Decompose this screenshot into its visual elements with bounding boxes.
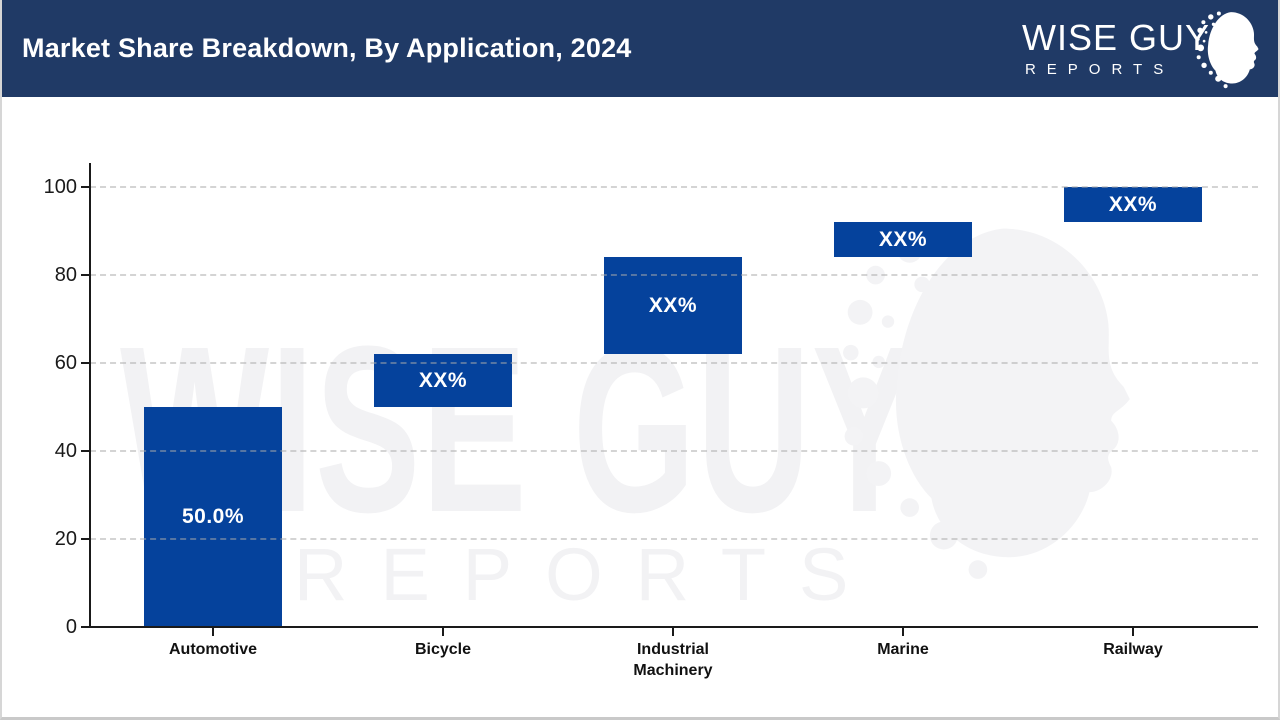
watermark-subtext: REPORTS [294, 533, 882, 616]
gridline [90, 362, 1258, 364]
bar: XX% [1064, 187, 1202, 223]
x-axis-category-label: Marine [877, 641, 929, 658]
x-tick-mark [672, 628, 674, 636]
x-axis-category-label: Automotive [169, 641, 257, 658]
x-axis-category-label: Industrial Machinery [633, 641, 713, 679]
y-tick-mark [81, 450, 90, 452]
x-tick-mark [902, 628, 904, 636]
bar: 50.0% [144, 407, 282, 627]
page-title: Market Share Breakdown, By Application, … [22, 33, 632, 63]
y-tick-mark [81, 274, 90, 276]
gridline [90, 538, 1258, 540]
x-axis-line [89, 626, 1258, 628]
y-tick-label: 60 [54, 352, 77, 374]
x-tick-mark [442, 628, 444, 636]
wise-guy-reports-logo: WISE GUY REPORTS [1022, 8, 1270, 89]
logo-wordmark: WISE GUY [1021, 16, 1210, 58]
y-tick-label: 0 [65, 616, 77, 638]
gridline [90, 186, 1258, 188]
y-tick-label: 80 [54, 264, 77, 286]
y-tick-mark [81, 538, 90, 540]
x-tick-mark [212, 628, 214, 636]
y-tick-label: 20 [54, 528, 77, 550]
gridline [90, 450, 1258, 452]
gridline [90, 274, 1258, 276]
y-tick-mark [81, 186, 90, 188]
x-axis-category-label: Bicycle [414, 641, 472, 658]
y-tick-mark [81, 626, 90, 628]
bar-value-label: XX% [1108, 192, 1158, 216]
x-axis-category-label: Railway [1103, 641, 1163, 658]
y-axis-line [89, 163, 91, 628]
bar-value-label: XX% [418, 368, 468, 392]
y-tick-label: 100 [43, 176, 77, 198]
bar-value-label: 50.0% [181, 505, 245, 528]
logo-text: WISE GUY REPORTS [1021, 16, 1210, 78]
header-bar: Market Share Breakdown, By Application, … [2, 0, 1278, 97]
bar-value-label: XX% [878, 227, 928, 251]
bar: XX% [604, 257, 742, 355]
bar: XX% [834, 222, 972, 258]
y-tick-mark [81, 362, 90, 364]
x-tick-mark [1132, 628, 1134, 636]
bar-value-label: XX% [648, 293, 698, 317]
watermark-face-icon [843, 225, 1130, 579]
y-tick-label: 40 [54, 440, 77, 462]
logo-subtext: REPORTS [1024, 60, 1175, 78]
